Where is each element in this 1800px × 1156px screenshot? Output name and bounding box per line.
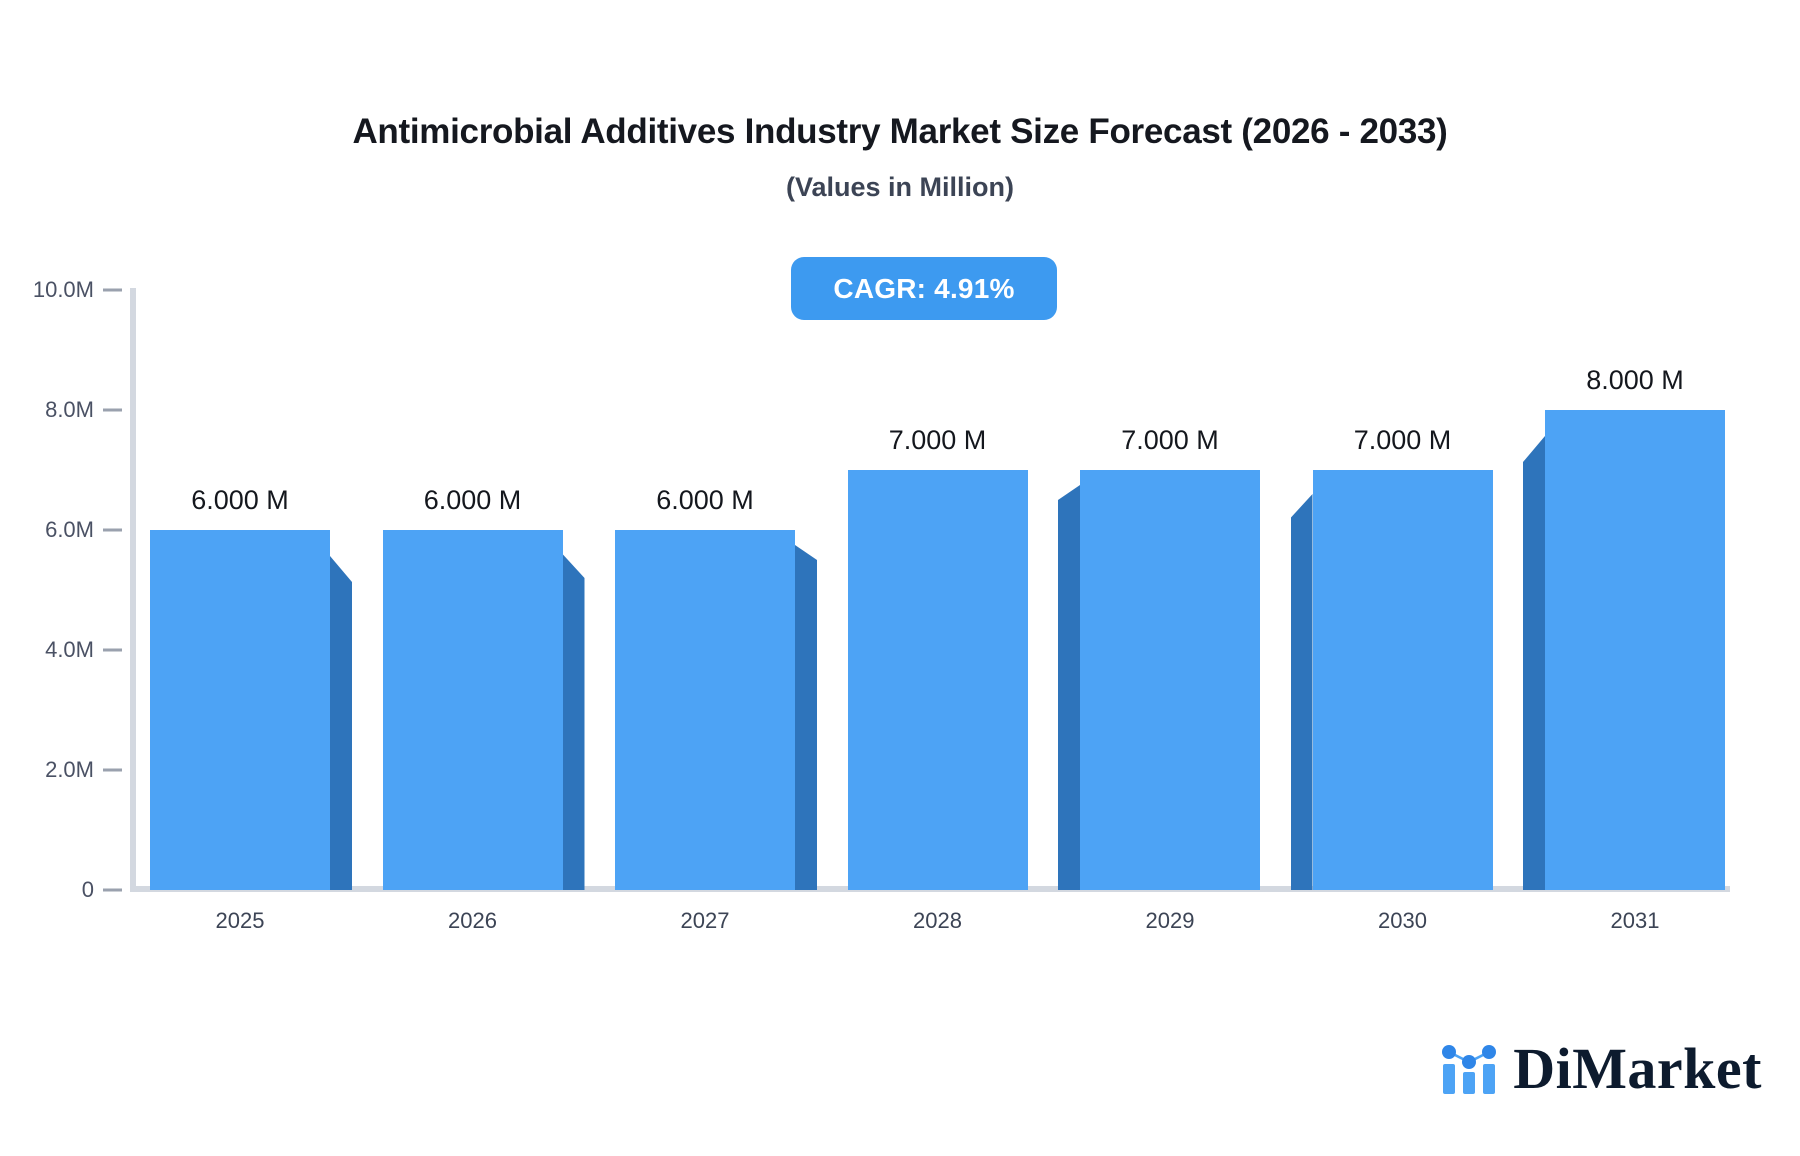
x-axis-tick-label: 2026 xyxy=(448,908,497,933)
bar-side-face xyxy=(562,554,585,890)
bar-front-face xyxy=(1080,470,1260,890)
x-axis-tick-label: 2027 xyxy=(680,908,730,933)
bar-front-face xyxy=(615,530,795,890)
x-axis-tick-label: 2031 xyxy=(1610,908,1660,933)
bar-side-face xyxy=(1290,494,1313,890)
dimarket-logo: DiMarket xyxy=(1441,1040,1762,1098)
bar[interactable]: 6.000 M xyxy=(615,485,817,890)
y-axis-tick-mark xyxy=(103,288,122,292)
bar[interactable]: 6.000 M xyxy=(150,485,352,890)
y-axis-tick-mark xyxy=(103,888,122,892)
y-axis-line xyxy=(130,288,136,892)
bar-front-face xyxy=(1312,470,1493,890)
x-axis-tick-label: 2030 xyxy=(1378,908,1427,933)
bar-value-label: 6.000 M xyxy=(423,485,522,515)
y-axis-tick-mark xyxy=(103,768,122,772)
bar[interactable]: 6.000 M xyxy=(382,485,585,890)
x-axis-tick-label: 2028 xyxy=(913,908,962,933)
bar[interactable]: 7.000 M xyxy=(1290,425,1493,890)
bar-front-face xyxy=(150,530,330,890)
bar-side-face xyxy=(1523,436,1545,890)
bar-chart-logo-icon xyxy=(1442,1045,1497,1094)
cagr-badge-label: CAGR: 4.91% xyxy=(833,272,1015,304)
x-axis-tick-label: 2025 xyxy=(215,908,265,933)
bar[interactable]: 8.000 M xyxy=(1523,365,1725,890)
y-axis-tick-mark xyxy=(103,528,122,532)
bar[interactable]: 7.000 M xyxy=(847,425,1028,890)
bar-value-label: 6.000 M xyxy=(656,485,754,515)
bar-side-face xyxy=(1058,485,1080,890)
chart-subtitle: (Values in Million) xyxy=(785,172,1015,202)
bar-front-face xyxy=(382,530,563,890)
y-axis-tick-label: 6.0M xyxy=(45,517,94,542)
y-axis-tick-label: 4.0M xyxy=(45,637,94,662)
bar-value-label: 6.000 M xyxy=(191,485,289,515)
bar-front-face xyxy=(847,470,1028,890)
bar-side-face xyxy=(330,556,352,890)
bar-front-face xyxy=(1545,410,1725,890)
y-axis-tick-label: 10.0M xyxy=(32,277,94,302)
bar-side-face xyxy=(795,545,817,890)
logo-wordmark: DiMarket xyxy=(1513,1036,1762,1101)
cagr-badge: CAGR: 4.91% xyxy=(791,257,1057,320)
y-axis-tick-label: 2.0M xyxy=(45,757,94,782)
y-axis-tick-mark xyxy=(103,648,122,652)
y-axis-tick-label: 8.0M xyxy=(45,397,94,422)
bar-value-label: 7.000 M xyxy=(1353,425,1452,455)
y-axis-tick-label: 0 xyxy=(81,877,94,902)
x-axis-tick-label: 2029 xyxy=(1145,908,1195,933)
bar[interactable]: 7.000 M xyxy=(1058,425,1260,890)
bar-value-label: 7.000 M xyxy=(1121,425,1219,455)
page-title: Antimicrobial Additives Industry Market … xyxy=(352,112,1448,151)
bar-value-label: 8.000 M xyxy=(1586,365,1684,395)
bar-value-label: 7.000 M xyxy=(888,425,987,455)
y-axis-tick-mark xyxy=(103,408,122,412)
